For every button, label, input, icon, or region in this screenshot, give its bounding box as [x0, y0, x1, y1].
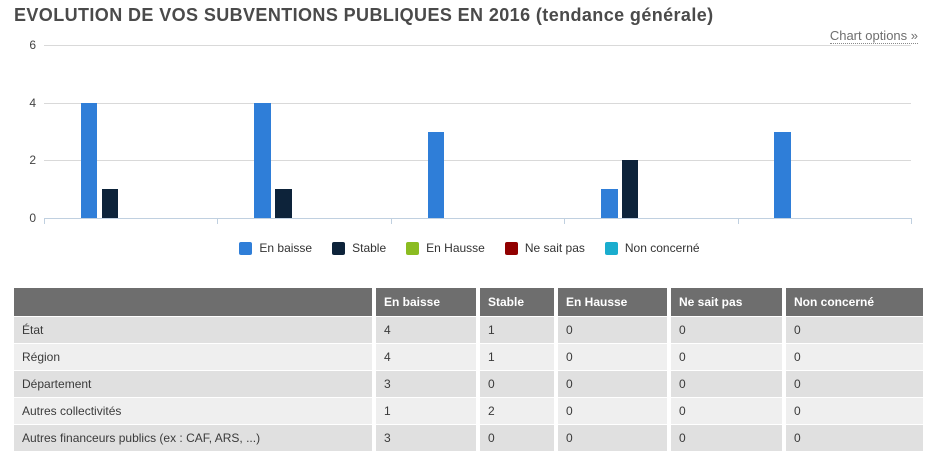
chart-options-link[interactable]: Chart options »	[829, 28, 918, 44]
gridline-y2	[44, 160, 911, 162]
legend-swatch-icon	[239, 241, 253, 255]
bar-stable-autres-collectivites	[621, 160, 639, 218]
table-header-en-hausse: En Hausse	[558, 288, 667, 316]
x-axis-tick	[737, 218, 739, 224]
legend-label: En baisse	[259, 241, 313, 255]
table-cell-etat-non-concerne: 0	[786, 317, 923, 343]
legend-item-ne-sait-pas[interactable]: Ne sait pas	[504, 241, 585, 255]
table-cell-autres-collectivites-en-baisse: 1	[376, 398, 476, 424]
table-cell-autres-financeurs-publics-ex-caf-ars-non-concerne: 0	[786, 425, 923, 451]
table-cell-autres-collectivites-non-concerne: 0	[786, 398, 923, 424]
bar-en-baisse-region	[254, 102, 271, 218]
chart-legend: En baisse Stable En Hausse Ne sait pas Non c…	[0, 241, 939, 255]
table-row-label-etat: État	[14, 317, 372, 343]
x-axis-tick	[911, 218, 912, 224]
legend-label: En Hausse	[426, 241, 485, 255]
legend-item-non-concerne[interactable]: Non concerné	[604, 241, 700, 255]
table-cell-etat-en-hausse: 0	[558, 317, 667, 343]
legend-item-en-hausse[interactable]: En Hausse	[406, 241, 485, 255]
bar-en-baisse-autres-collectivites	[600, 189, 618, 218]
legend-label: Stable	[352, 241, 387, 255]
table-cell-region-ne-sait-pas: 0	[671, 344, 782, 370]
bar-en-baisse-etat	[80, 102, 98, 218]
table-header-en-baisse: En baisse	[376, 288, 476, 316]
y-axis-label-6: 6	[29, 38, 36, 52]
table-cell-autres-financeurs-publics-ex-caf-ars-ne-sait-pas: 0	[671, 425, 782, 451]
bar-stable-etat	[101, 189, 119, 218]
table-cell-autres-collectivites-ne-sait-pas: 0	[671, 398, 782, 424]
table-cell-region-stable: 1	[480, 344, 554, 370]
bar-en-baisse-autres-financeurs-publics-ex-caf-ars	[774, 131, 791, 218]
table-cell-departement-en-baisse: 3	[376, 371, 476, 397]
table-cell-departement-ne-sait-pas: 0	[671, 371, 782, 397]
table-cell-etat-stable: 1	[480, 317, 554, 343]
gridline-y4	[44, 102, 911, 104]
table-row-label-autres-collectivites: Autres collectivités	[14, 398, 372, 424]
legend-swatch-icon	[406, 241, 420, 255]
gridline-y6	[44, 45, 911, 46]
legend-item-en-baisse[interactable]: En baisse	[239, 241, 312, 255]
table-row-label-departement: Département	[14, 371, 372, 397]
table-header-non-concerne: Non concerné	[786, 288, 923, 316]
table-cell-autres-financeurs-publics-ex-caf-ars-en-baisse: 3	[376, 425, 476, 451]
y-axis-label-2: 2	[29, 153, 36, 168]
y-axis-label-0: 0	[29, 211, 36, 225]
page-title: EVOLUTION DE VOS SUBVENTIONS PUBLIQUES E…	[14, 5, 714, 25]
table-cell-autres-collectivites-stable: 2	[480, 398, 554, 424]
legend-swatch-icon	[504, 241, 518, 255]
y-axis-label-4: 4	[29, 95, 36, 110]
bar-en-baisse-departement	[427, 131, 445, 218]
table-cell-region-non-concerne: 0	[786, 344, 923, 370]
gridline-y0	[44, 218, 911, 219]
legend-item-stable[interactable]: Stable	[332, 241, 386, 255]
legend-swatch-icon	[604, 241, 618, 255]
x-axis-tick	[564, 218, 566, 224]
table-cell-etat-en-baisse: 4	[376, 317, 476, 343]
table-header-ne-sait-pas: Ne sait pas	[671, 288, 782, 316]
table-cell-autres-financeurs-publics-ex-caf-ars-en-hausse: 0	[558, 425, 667, 451]
table-cell-departement-stable: 0	[480, 371, 554, 397]
table-cell-autres-financeurs-publics-ex-caf-ars-stable: 0	[480, 425, 554, 451]
legend-swatch-icon	[332, 241, 346, 255]
table-cell-departement-non-concerne: 0	[786, 371, 923, 397]
table-row-label-region: Région	[14, 344, 372, 370]
table-header-empty	[14, 288, 372, 316]
table-cell-departement-en-hausse: 0	[558, 371, 667, 397]
table-cell-autres-collectivites-en-hausse: 0	[558, 398, 667, 424]
x-axis-tick	[44, 218, 45, 224]
legend-label: Non concerné	[624, 241, 700, 255]
table-header-stable: Stable	[480, 288, 554, 316]
table-cell-etat-ne-sait-pas: 0	[671, 317, 782, 343]
bar-stable-region	[274, 189, 292, 218]
x-axis-tick	[390, 218, 392, 224]
table-cell-region-en-baisse: 4	[376, 344, 476, 370]
table-row-label-autres-financeurs-publics-ex-caf-ars: Autres financeurs publics (ex : CAF, ARS…	[14, 425, 372, 451]
table-cell-region-en-hausse: 0	[558, 344, 667, 370]
results-table: En baisse Stable En Hausse Ne sait pas Non c…	[14, 288, 923, 451]
legend-label: Ne sait pas	[524, 241, 585, 255]
x-axis-tick	[217, 218, 219, 224]
